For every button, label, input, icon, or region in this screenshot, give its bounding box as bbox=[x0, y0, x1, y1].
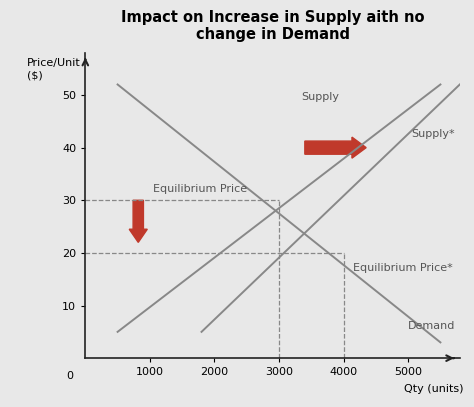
Text: 0: 0 bbox=[67, 371, 73, 381]
Text: Supply*: Supply* bbox=[411, 129, 455, 139]
FancyArrow shape bbox=[305, 137, 366, 158]
Title: Impact on Increase in Supply aith no
change in Demand: Impact on Increase in Supply aith no cha… bbox=[121, 10, 424, 42]
Text: Price/Unit
($): Price/Unit ($) bbox=[27, 58, 81, 81]
Text: Equilibrium Price: Equilibrium Price bbox=[153, 184, 247, 195]
FancyArrow shape bbox=[129, 200, 147, 243]
Text: Demand: Demand bbox=[408, 321, 456, 331]
Text: Supply: Supply bbox=[301, 92, 339, 102]
Text: Equilibrium Price*: Equilibrium Price* bbox=[353, 263, 453, 274]
Text: Qty (units): Qty (units) bbox=[403, 385, 463, 394]
